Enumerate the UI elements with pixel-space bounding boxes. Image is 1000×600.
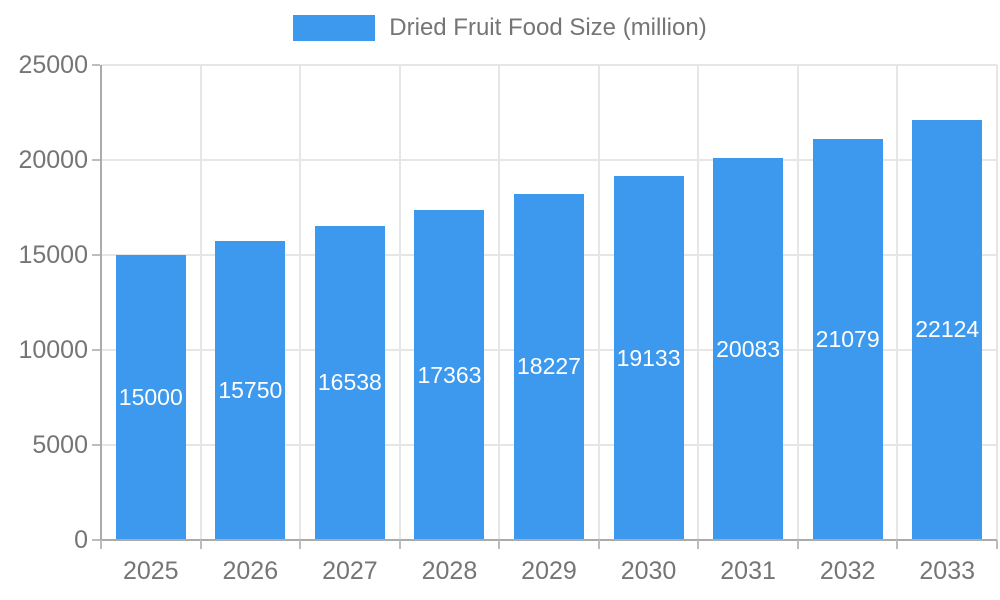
h-gridline	[101, 159, 997, 161]
x-axis-label: 2030	[620, 557, 677, 585]
v-gridline	[796, 65, 799, 540]
v-gridline	[597, 65, 600, 540]
bar-value-label: 16538	[317, 369, 382, 396]
legend-label: Dried Fruit Food Size (million)	[389, 14, 707, 41]
bar-value-label: 18227	[517, 353, 581, 380]
chart-legend[interactable]: Dried Fruit Food Size (million)	[0, 14, 1000, 42]
bar-value-label: 15750	[218, 376, 283, 403]
v-gridline	[398, 65, 401, 540]
v-gridline	[896, 65, 899, 540]
bar[interactable]: 21079	[812, 139, 883, 540]
x-axis-tick	[498, 540, 501, 549]
bar-value-label: 17363	[417, 361, 482, 388]
bar[interactable]: 17363	[414, 210, 485, 540]
bar[interactable]: 15000	[115, 255, 186, 540]
x-axis-label: 2026	[222, 557, 279, 585]
bar-value-label: 15000	[118, 384, 183, 410]
v-gridline	[996, 65, 998, 540]
bar[interactable]: 19133	[613, 176, 684, 540]
y-axis-label: 20000	[18, 146, 88, 174]
v-gridline	[697, 65, 700, 540]
bar-value-label: 19133	[616, 344, 681, 371]
x-axis-label: 2025	[122, 557, 179, 585]
x-axis-tick	[996, 540, 998, 549]
x-axis-label: 2033	[919, 557, 976, 585]
x-axis-tick	[896, 540, 899, 549]
x-axis-tick	[597, 540, 600, 549]
y-axis-tick	[92, 254, 100, 256]
x-axis-label: 2028	[421, 557, 478, 585]
y-axis-tick	[92, 444, 100, 446]
v-gridline	[299, 65, 302, 540]
y-axis-label: 5000	[32, 431, 88, 459]
x-axis-label: 2031	[720, 557, 776, 585]
x-axis-label: 2029	[521, 557, 577, 585]
y-axis-label: 10000	[18, 336, 88, 364]
x-axis-label: 2027	[322, 557, 378, 585]
bar-value-label: 21079	[815, 326, 880, 353]
x-axis-tick	[697, 540, 700, 549]
bar[interactable]: 20083	[713, 158, 784, 540]
x-axis-line	[101, 539, 997, 541]
y-axis-tick	[92, 64, 100, 66]
y-axis-tick	[92, 349, 100, 351]
bar[interactable]: 16538	[314, 225, 385, 540]
y-axis-label: 0	[74, 526, 88, 554]
v-gridline	[199, 65, 202, 540]
bar[interactable]: 22124	[912, 119, 983, 540]
x-axis-tick	[299, 540, 302, 549]
y-axis-label: 25000	[18, 51, 88, 79]
x-axis-tick	[100, 540, 102, 549]
bar[interactable]: 18227	[514, 193, 584, 540]
y-axis-line	[100, 65, 102, 542]
h-gridline	[101, 64, 997, 66]
x-axis-label: 2032	[819, 557, 876, 585]
x-axis-tick	[398, 540, 401, 549]
bar-value-label: 20083	[716, 335, 781, 362]
bar[interactable]: 15750	[215, 240, 286, 540]
y-axis-tick	[92, 159, 100, 161]
bar-value-label: 22124	[915, 316, 980, 343]
y-axis-label: 15000	[18, 241, 88, 269]
y-axis-tick	[92, 539, 100, 541]
v-gridline	[498, 65, 501, 540]
legend-swatch	[293, 15, 376, 41]
x-axis-tick	[796, 540, 799, 549]
x-axis-tick	[199, 540, 202, 549]
